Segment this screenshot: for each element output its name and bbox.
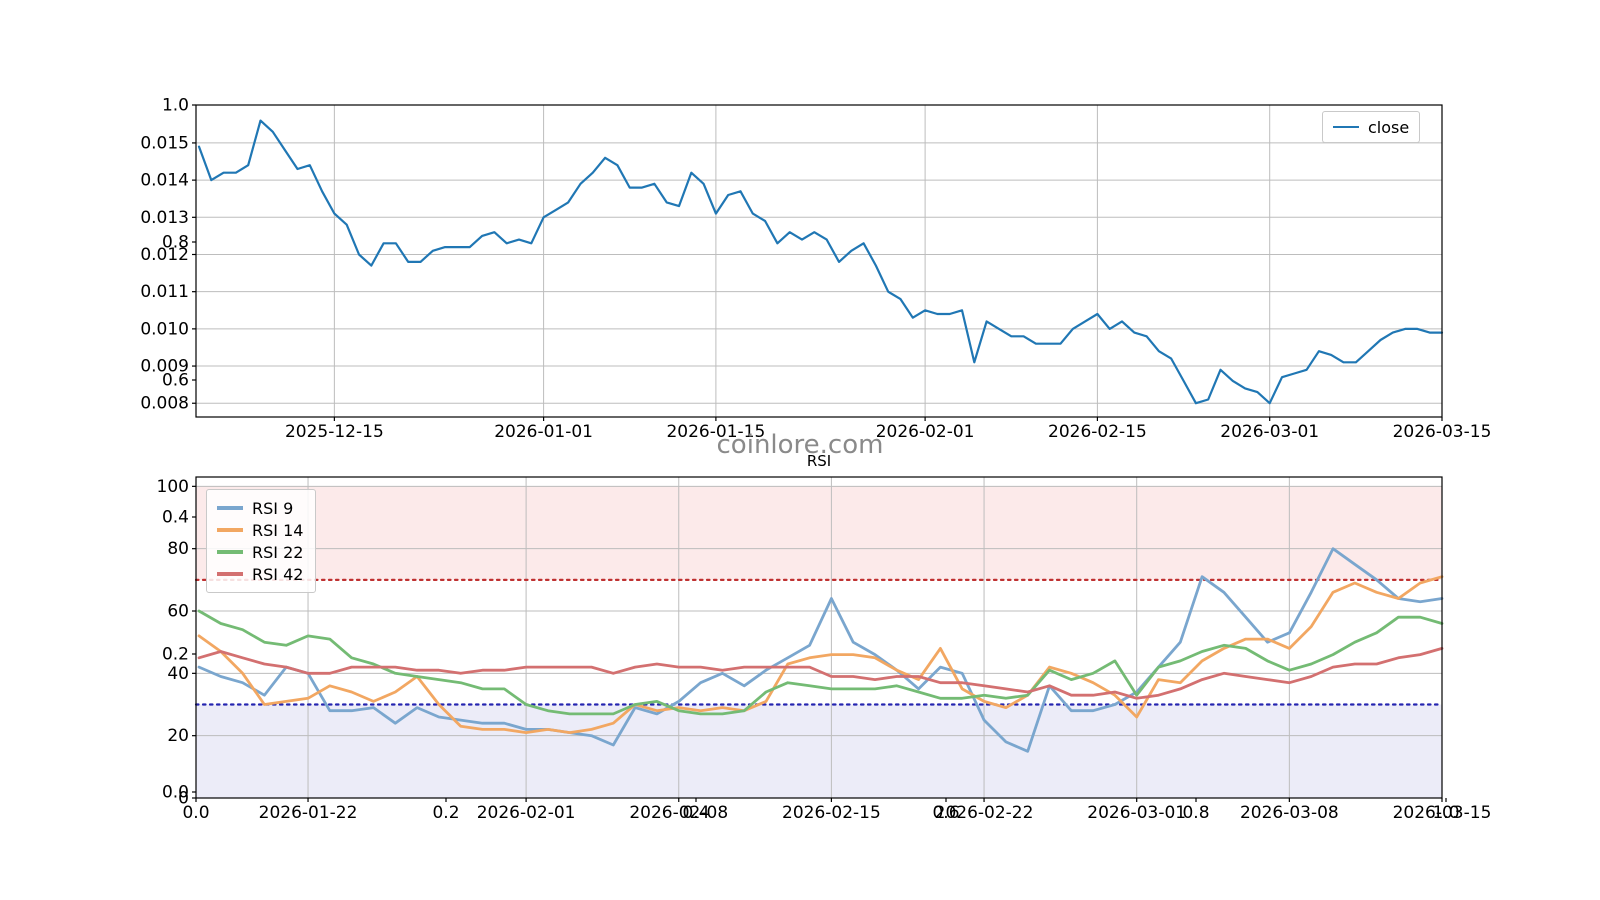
legend-item-rsi-14: RSI 14 <box>217 519 303 541</box>
hidden-y-tick-label: 0.2 <box>162 645 189 665</box>
hidden-y-tick-label: 0.0 <box>162 783 189 803</box>
y-tick-label: 0.012 <box>140 245 189 265</box>
x-tick-label: 2026-01-01 <box>494 422 593 442</box>
legend-label: RSI 14 <box>252 520 304 540</box>
x-tick-label: 2026-03-15 <box>1393 803 1492 823</box>
hidden-x-tick-label: 0.0 <box>182 803 209 823</box>
legend-line-swatch <box>1333 125 1359 129</box>
x-tick-label: 2026-03-08 <box>1240 803 1339 823</box>
legend-label: RSI 9 <box>252 498 294 518</box>
price-legend: close <box>1322 111 1421 143</box>
y-tick-label: 100 <box>157 477 189 497</box>
x-tick-label: 2026-02-22 <box>935 803 1034 823</box>
close-line <box>197 119 1444 405</box>
x-tick-label: 2026-01-22 <box>259 803 358 823</box>
legend-item-rsi-22: RSI 22 <box>217 541 303 563</box>
price-panel: 2025-12-15 2026-01-01 2026-01-15 2026-02-01… <box>140 104 1492 442</box>
legend-label: close <box>1368 117 1410 137</box>
hidden-y-tick-label: 0.6 <box>162 371 189 391</box>
y-tick-label: 0.009 <box>140 357 189 377</box>
rsi-title: RSI <box>806 452 832 470</box>
hidden-y-tick-label: 1.0 <box>162 96 189 116</box>
x-tick-label: 2026-02-01 <box>477 803 576 823</box>
hidden-x-tick-label: 0.6 <box>932 803 959 823</box>
y-tick-label: 80 <box>167 539 189 559</box>
legend-line-swatch <box>217 506 243 510</box>
legend-label: RSI 22 <box>252 542 304 562</box>
rsi-band <box>196 486 1442 580</box>
legend-label: RSI 42 <box>252 564 304 584</box>
legend-item-rsi-9: RSI 9 <box>217 497 303 519</box>
x-tick-label: 2026-02-15 <box>782 803 881 823</box>
y-tick-label: 20 <box>167 726 189 746</box>
rsi-panel: 2026-01-22 2026-02-01 2026-02-08 2026-02-15… <box>157 476 1492 823</box>
y-tick-label: 60 <box>167 602 189 622</box>
x-tick-label: 2025-12-15 <box>285 422 384 442</box>
rsi-band <box>196 704 1442 798</box>
rsi-spines <box>195 476 1443 799</box>
legend-line-swatch <box>217 528 243 532</box>
rsi-legend: RSI 9 RSI 14 RSI 22 RSI 42 <box>206 489 317 593</box>
hidden-x-tick-label: 0.8 <box>1182 803 1209 823</box>
legend-item-close: close <box>1333 116 1409 138</box>
legend-line-swatch <box>217 550 243 554</box>
hidden-y-tick-label: 0.8 <box>162 233 189 253</box>
x-tick-label: 2026-02-15 <box>1048 422 1147 442</box>
hidden-x-tick-label: 0.4 <box>682 803 709 823</box>
hidden-x-tick-label: 1.0 <box>1432 803 1459 823</box>
y-tick-label: 0.015 <box>140 133 189 153</box>
rsi-22-line <box>197 609 1444 716</box>
y-tick-label: 0.008 <box>140 394 189 414</box>
y-tick-label: 0.011 <box>140 282 189 302</box>
watermark: coinlore.com <box>716 430 884 460</box>
y-tick-label: 0.013 <box>140 208 189 228</box>
x-tick-label: 2026-02-01 <box>876 422 975 442</box>
hidden-y-tick-label: 0.4 <box>162 508 189 528</box>
hidden-x-tick-label: 0.2 <box>432 803 459 823</box>
price-spines <box>195 104 1443 418</box>
y-tick-label: 0 <box>178 789 189 809</box>
rsi-42-line <box>197 647 1444 700</box>
y-tick-label: 40 <box>167 664 189 684</box>
rsi-9-line <box>197 547 1444 753</box>
y-tick-label: 0.010 <box>140 319 189 339</box>
legend-line-swatch <box>217 572 243 576</box>
x-tick-label: 2026-03-01 <box>1220 422 1319 442</box>
x-tick-label: 2026-02-08 <box>629 803 728 823</box>
rsi-14-line <box>197 575 1444 734</box>
x-tick-label: 2026-01-15 <box>666 422 765 442</box>
y-tick-label: 0.014 <box>140 171 189 191</box>
x-tick-label: 2026-03-15 <box>1393 422 1492 442</box>
hidden-axes-ticks: 1.0 0.8 0.6 0.4 0.2 0.00.0 0.2 0.4 0.6 0.8 1.0 <box>162 96 1460 824</box>
legend-item-rsi-42: RSI 42 <box>217 563 303 585</box>
x-tick-label: 2026-03-01 <box>1087 803 1186 823</box>
